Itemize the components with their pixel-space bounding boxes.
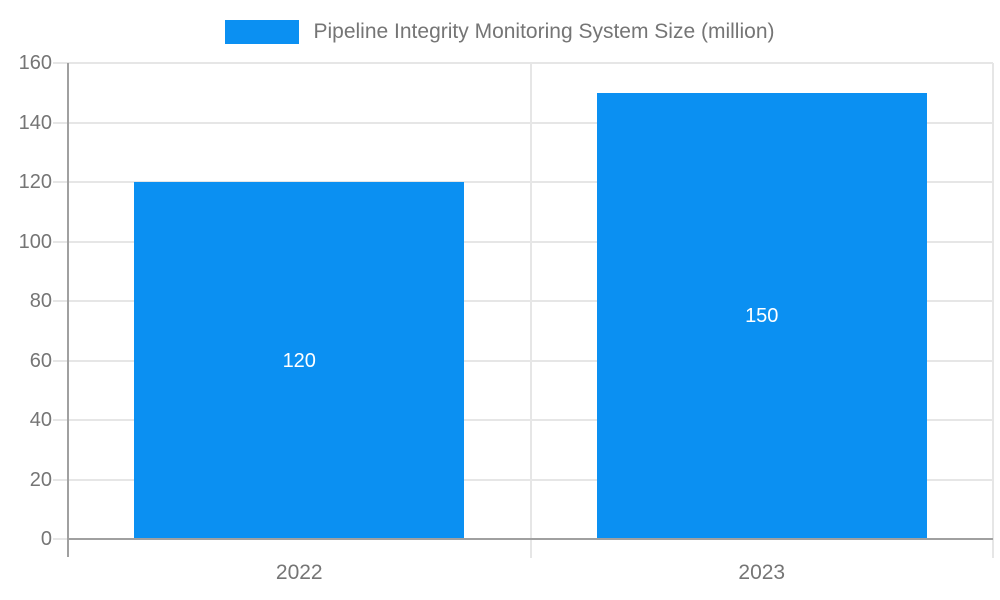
x-axis-line [68,538,993,540]
y-tick-mark [53,62,68,64]
y-tick-label: 0 [40,528,52,550]
y-tick-label: 60 [29,349,52,372]
bar-2023[interactable] [596,92,927,539]
bar-value-label: 150 [745,304,779,327]
y-tick-mark [53,478,68,481]
x-tick-label: 2023 [738,561,786,584]
bar-value-label: 120 [282,349,316,372]
y-tick-label: 100 [18,230,52,253]
y-tick-mark [53,300,68,302]
y-axis-line [67,63,69,557]
y-tick-label: 120 [18,171,52,193]
y-tick-label: 140 [18,111,52,134]
y-tick-label: 80 [29,290,52,312]
y-tick-label: 160 [18,52,52,74]
y-tick-mark [53,181,68,183]
legend[interactable]: Pipeline Integrity Monitoring System Siz… [0,19,1000,45]
x-gridline [992,63,994,558]
x-tick-label: 2022 [275,561,323,584]
bar-2022[interactable] [134,182,465,539]
legend-swatch-icon [225,20,300,44]
y-tick-mark [53,359,68,362]
x-gridline [529,63,532,558]
legend-label: Pipeline Integrity Monitoring System Siz… [313,20,775,43]
y-tick-mark [53,538,68,540]
y-tick-label: 40 [29,409,52,431]
y-tick-mark [53,419,68,421]
y-tick-label: 20 [29,468,52,491]
y-tick-mark [53,121,68,124]
y-tick-mark [53,240,68,243]
plot-area: 0 20 40 60 80 100 120 140 160 120 2022 150 2023 [19,52,994,584]
